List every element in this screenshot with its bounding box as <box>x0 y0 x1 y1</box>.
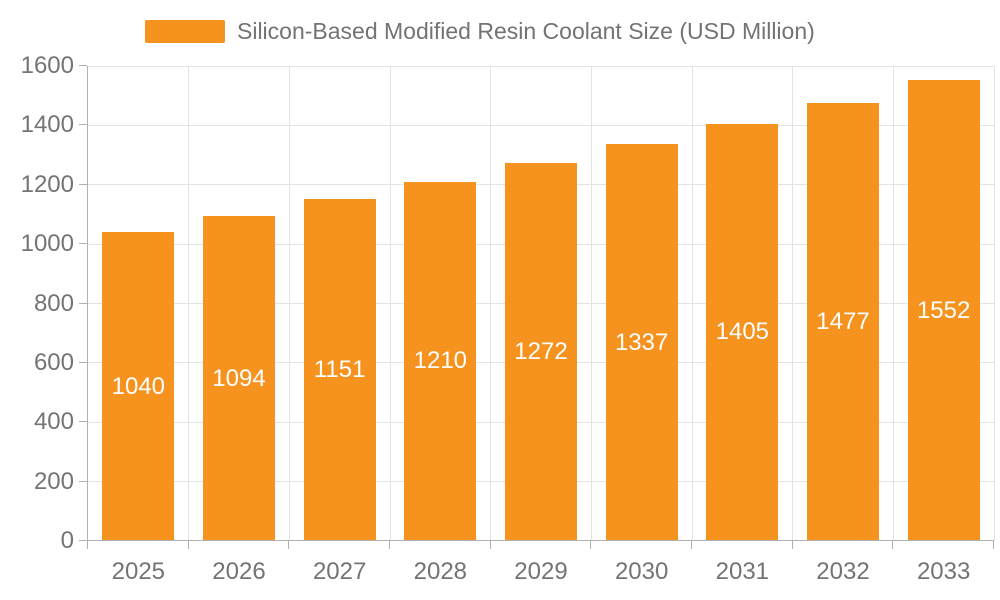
y-axis-tick-label: 200 <box>33 467 74 495</box>
x-axis-tick-label-2032: 2032 <box>816 558 870 585</box>
gridline-vertical <box>188 66 190 541</box>
bar-value-label: 1094 <box>212 364 266 392</box>
gridline-vertical <box>792 66 794 541</box>
bar-2033[interactable]: 1552 <box>907 80 980 541</box>
x-axis-tick-label-2031: 2031 <box>715 558 770 585</box>
bar-2029[interactable]: 1272 <box>505 163 577 541</box>
bar-value-label: 1040 <box>111 372 166 400</box>
x-axis-tick <box>288 541 290 549</box>
bar-value-label: 1272 <box>514 338 568 366</box>
gridline-vertical <box>288 66 290 541</box>
x-axis-tick-label-2026: 2026 <box>212 558 266 585</box>
y-axis-tick-label: 1600 <box>20 52 74 79</box>
bar-2030[interactable]: 1337 <box>605 144 678 541</box>
x-axis-tick <box>993 541 994 549</box>
gridline-vertical <box>590 66 592 541</box>
bar-2025[interactable]: 1040 <box>102 232 175 541</box>
bar-value-label: 1210 <box>413 347 468 375</box>
x-axis-tick-label-2029: 2029 <box>514 558 568 585</box>
x-axis-tick-label-2027: 2027 <box>312 558 367 585</box>
y-axis-tick-label: 800 <box>33 289 74 317</box>
x-axis-tick <box>590 541 592 549</box>
legend-swatch <box>145 20 225 43</box>
bar-2032[interactable]: 1477 <box>807 102 879 541</box>
gridline-horizontal <box>88 65 994 67</box>
bar-2028[interactable]: 1210 <box>404 181 477 541</box>
gridline-vertical <box>691 66 693 541</box>
x-axis-tick <box>187 541 189 549</box>
y-axis-tick <box>79 361 87 363</box>
y-axis-tick <box>79 183 87 185</box>
x-axis-tick <box>791 541 793 549</box>
bar-value-label: 1552 <box>916 296 971 324</box>
x-axis-tick <box>389 541 390 549</box>
gridline-vertical <box>892 66 894 541</box>
x-axis-tick <box>87 541 88 549</box>
y-axis-tick <box>79 302 87 304</box>
y-axis-tick <box>79 65 87 66</box>
bar-2031[interactable]: 1405 <box>706 123 779 541</box>
y-axis-tick-label: 400 <box>33 408 74 436</box>
bar-value-label: 1477 <box>816 307 870 335</box>
x-axis-tick-label-2033: 2033 <box>916 558 971 585</box>
x-axis-tick-label-2030: 2030 <box>614 558 669 585</box>
legend-label: Silicon-Based Modified Resin Coolant Siz… <box>237 18 815 44</box>
x-axis-line <box>87 540 994 541</box>
y-axis-tick-label: 0 <box>60 527 74 554</box>
x-axis-tick-label-2028: 2028 <box>413 558 468 585</box>
x-axis-tick <box>489 541 491 549</box>
y-axis-tick-label: 1200 <box>20 170 74 198</box>
gridline-vertical <box>993 66 995 541</box>
x-axis-tick <box>691 541 692 549</box>
x-axis-tick-label-2025: 2025 <box>111 558 166 585</box>
bar-value-label: 1337 <box>614 328 669 356</box>
y-axis-tick <box>79 480 87 482</box>
bar-2026[interactable]: 1094 <box>203 216 275 541</box>
y-axis-tick <box>79 540 87 541</box>
bar-value-label: 1151 <box>313 356 366 384</box>
y-axis-tick-label: 600 <box>33 348 74 376</box>
chart-legend-item[interactable]: Silicon-Based Modified Resin Coolant Siz… <box>145 18 815 45</box>
y-axis-tick-label: 1400 <box>20 111 74 139</box>
y-axis-line <box>87 66 88 549</box>
gridline-vertical <box>490 66 492 541</box>
gridline-vertical <box>389 66 391 541</box>
y-axis-tick <box>79 124 87 126</box>
y-axis-tick-label: 1000 <box>20 230 74 258</box>
bar-value-label: 1405 <box>715 318 770 346</box>
y-axis-tick <box>79 421 87 423</box>
bar-2027[interactable]: 1151 <box>303 199 376 541</box>
x-axis-tick <box>892 541 894 549</box>
gridline-horizontal <box>88 124 994 126</box>
y-axis-tick <box>79 243 87 245</box>
